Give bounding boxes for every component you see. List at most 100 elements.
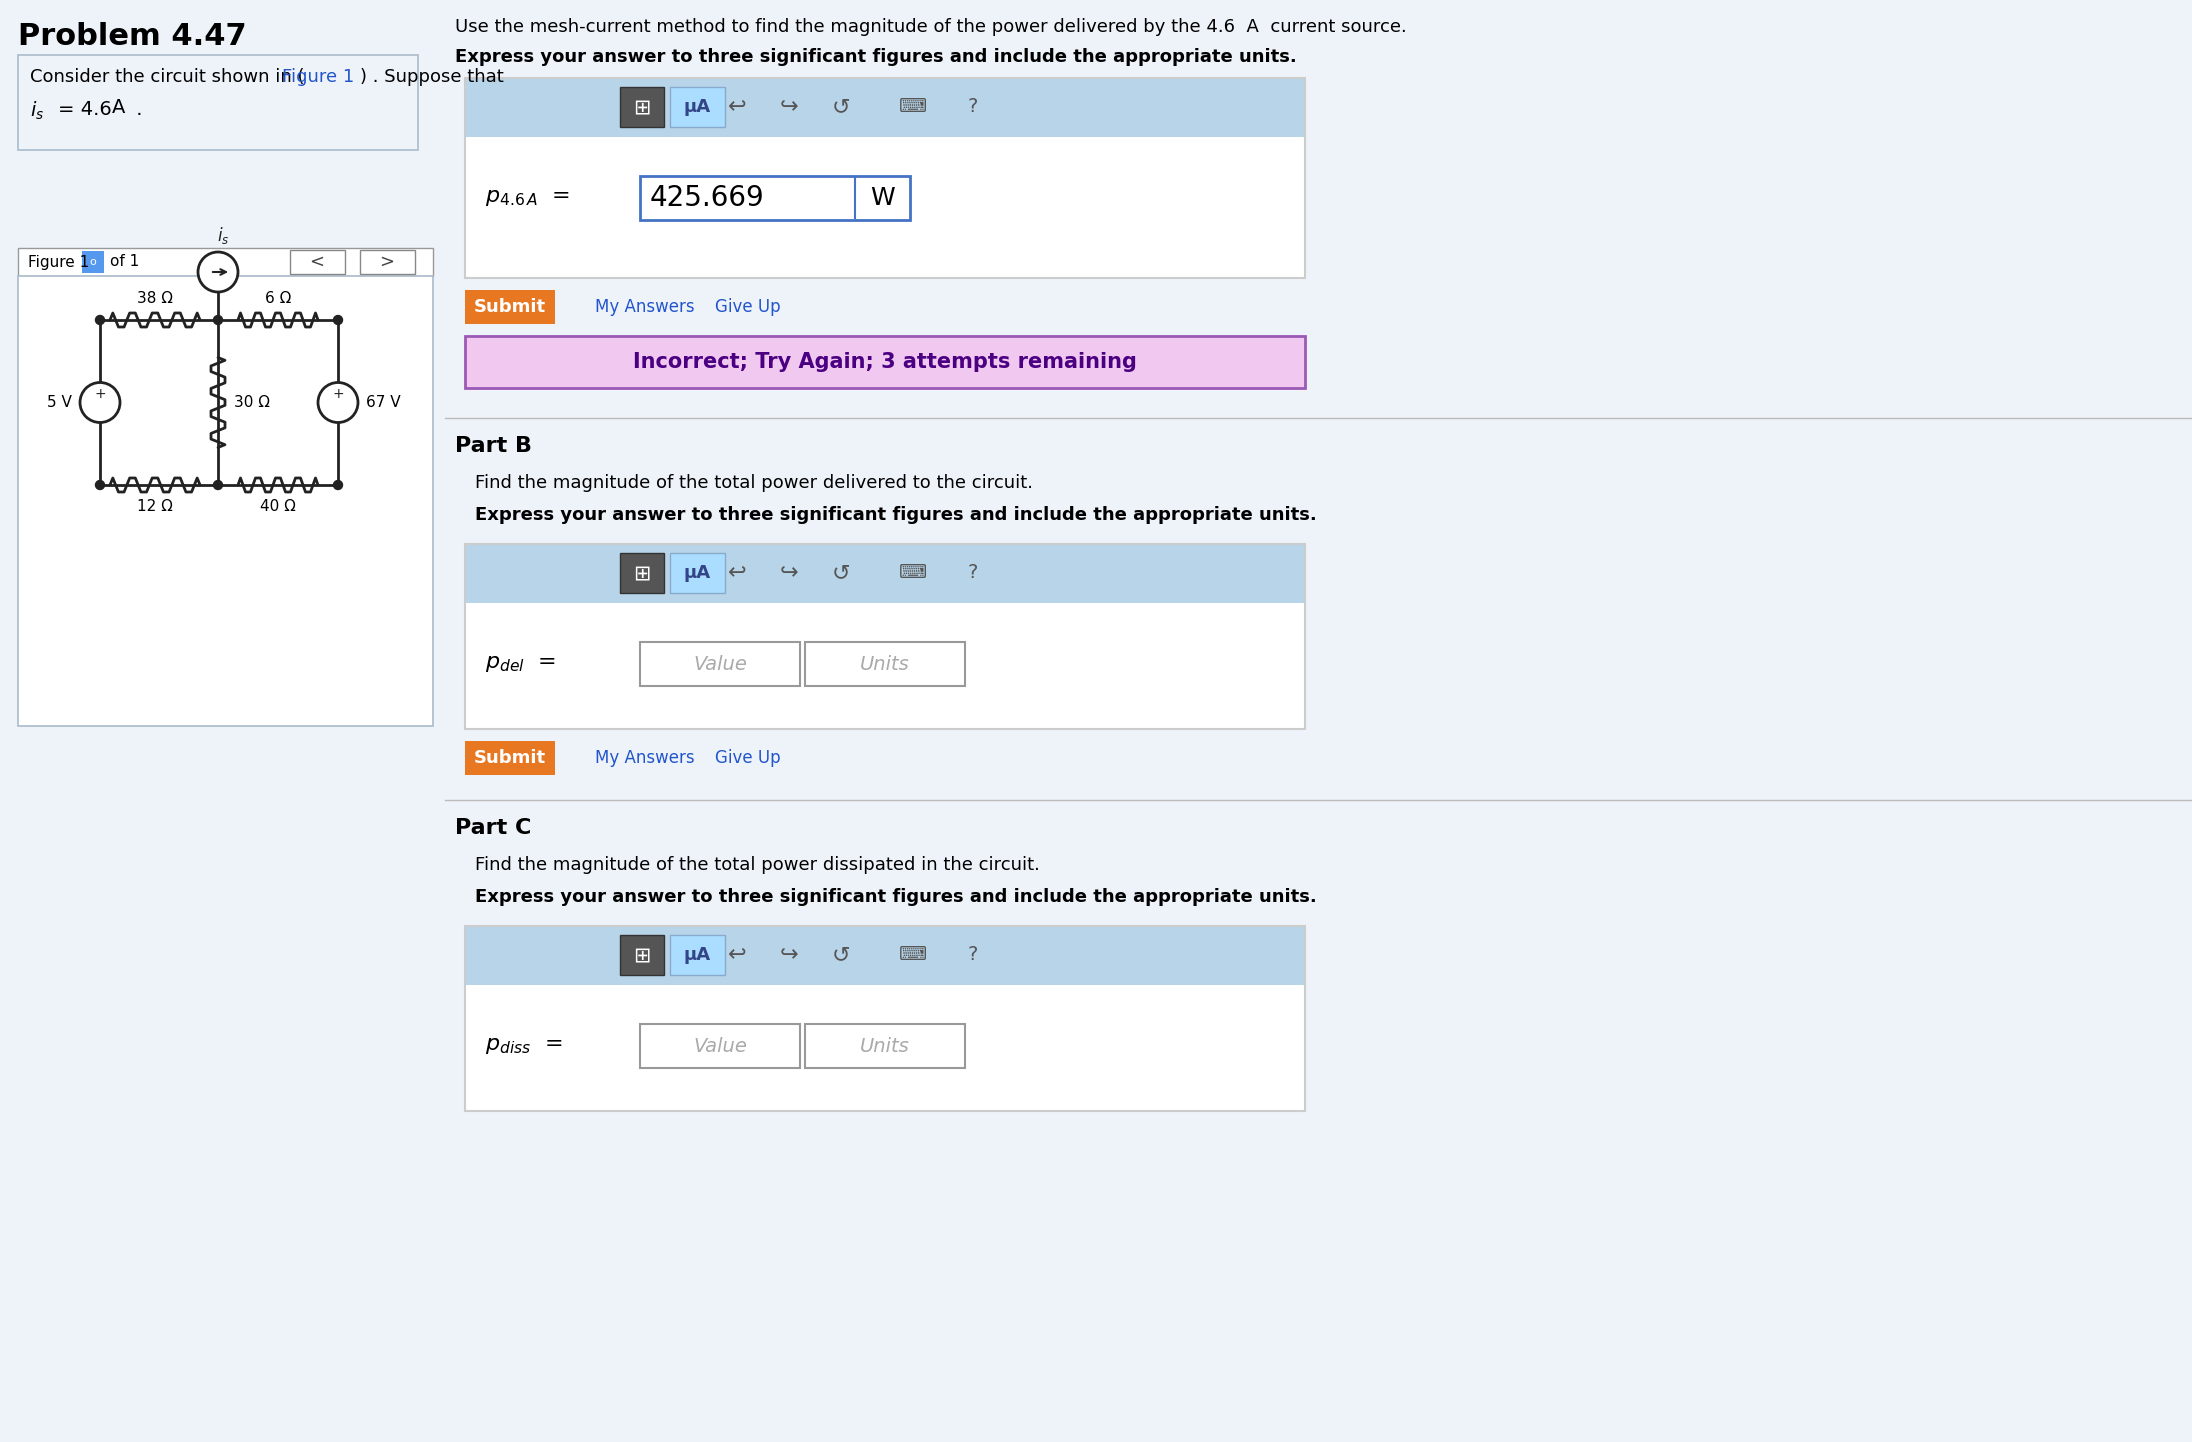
- Text: ↪: ↪: [780, 562, 798, 583]
- Text: Problem 4.47: Problem 4.47: [18, 22, 248, 50]
- FancyBboxPatch shape: [671, 552, 726, 593]
- Text: >: >: [379, 252, 395, 271]
- Circle shape: [213, 480, 224, 489]
- Text: 67 V: 67 V: [366, 395, 401, 410]
- Text: Submit: Submit: [473, 298, 546, 316]
- Text: Express your answer to three significant figures and include the appropriate uni: Express your answer to three significant…: [476, 888, 1317, 906]
- FancyBboxPatch shape: [467, 545, 1304, 603]
- FancyBboxPatch shape: [465, 78, 1304, 278]
- Text: $i_s$: $i_s$: [217, 225, 230, 247]
- Text: ⌨: ⌨: [899, 98, 927, 117]
- Text: Find the magnitude of the total power delivered to the circuit.: Find the magnitude of the total power de…: [476, 474, 1032, 492]
- Text: Find the magnitude of the total power dissipated in the circuit.: Find the magnitude of the total power di…: [476, 857, 1039, 874]
- Text: μA: μA: [684, 946, 710, 965]
- FancyBboxPatch shape: [465, 290, 555, 324]
- FancyBboxPatch shape: [620, 87, 664, 127]
- Text: Consider the circuit shown in (: Consider the circuit shown in (: [31, 68, 305, 87]
- Text: ⊞: ⊞: [633, 97, 651, 117]
- Text: $p_{4.6\,A}$  =: $p_{4.6\,A}$ =: [484, 187, 570, 208]
- Text: +: +: [333, 388, 344, 401]
- FancyBboxPatch shape: [359, 249, 414, 274]
- Circle shape: [79, 382, 121, 423]
- Text: o: o: [90, 257, 96, 267]
- Text: ⊞: ⊞: [633, 945, 651, 965]
- FancyBboxPatch shape: [465, 544, 1304, 730]
- Text: $p_{del}$  =: $p_{del}$ =: [484, 655, 557, 673]
- Text: Figure 1: Figure 1: [283, 68, 355, 87]
- Text: ?: ?: [969, 946, 978, 965]
- FancyBboxPatch shape: [18, 275, 434, 725]
- FancyBboxPatch shape: [671, 87, 726, 127]
- Text: 30 Ω: 30 Ω: [235, 395, 270, 410]
- FancyBboxPatch shape: [467, 927, 1304, 985]
- Text: 5 V: 5 V: [46, 395, 72, 410]
- FancyBboxPatch shape: [804, 642, 964, 686]
- Circle shape: [333, 480, 342, 489]
- Circle shape: [96, 316, 105, 324]
- Circle shape: [197, 252, 239, 291]
- FancyBboxPatch shape: [640, 642, 800, 686]
- Text: Units: Units: [859, 1037, 910, 1056]
- FancyBboxPatch shape: [465, 926, 1304, 1110]
- Text: ↺: ↺: [831, 945, 850, 965]
- FancyBboxPatch shape: [289, 249, 344, 274]
- Text: Use the mesh-current method to find the magnitude of the power delivered by the : Use the mesh-current method to find the …: [456, 17, 1407, 36]
- FancyBboxPatch shape: [620, 552, 664, 593]
- Circle shape: [96, 480, 105, 489]
- FancyBboxPatch shape: [467, 79, 1304, 137]
- Text: of 1: of 1: [110, 254, 140, 270]
- Text: ↪: ↪: [780, 97, 798, 117]
- Text: ↪: ↪: [780, 945, 798, 965]
- Text: 425.669: 425.669: [651, 185, 765, 212]
- Text: 6 Ω: 6 Ω: [265, 291, 292, 306]
- FancyBboxPatch shape: [81, 251, 103, 273]
- Text: +: +: [94, 388, 105, 401]
- FancyBboxPatch shape: [671, 934, 726, 975]
- Text: Value: Value: [693, 655, 747, 673]
- Circle shape: [333, 316, 342, 324]
- Circle shape: [318, 382, 357, 423]
- FancyBboxPatch shape: [465, 336, 1304, 388]
- Text: Express your answer to three significant figures and include the appropriate uni: Express your answer to three significant…: [456, 48, 1298, 66]
- Text: = 4.6: = 4.6: [57, 99, 112, 120]
- Text: Give Up: Give Up: [715, 298, 780, 316]
- Text: $\it{i}_s$: $\it{i}_s$: [31, 99, 44, 123]
- Text: ?: ?: [969, 98, 978, 117]
- Text: 38 Ω: 38 Ω: [136, 291, 173, 306]
- FancyBboxPatch shape: [640, 176, 910, 221]
- Text: W: W: [870, 186, 894, 211]
- Text: μA: μA: [684, 98, 710, 115]
- Text: ↩: ↩: [728, 562, 745, 583]
- FancyBboxPatch shape: [465, 741, 555, 774]
- Text: My Answers: My Answers: [594, 748, 695, 767]
- FancyBboxPatch shape: [620, 934, 664, 975]
- Text: ?: ?: [969, 564, 978, 583]
- Text: ↺: ↺: [831, 562, 850, 583]
- Text: ⊞: ⊞: [633, 562, 651, 583]
- Text: μA: μA: [684, 564, 710, 583]
- FancyBboxPatch shape: [18, 55, 419, 150]
- FancyBboxPatch shape: [18, 248, 434, 275]
- Text: Give Up: Give Up: [715, 748, 780, 767]
- Text: ↩: ↩: [728, 945, 745, 965]
- Text: Part B: Part B: [456, 435, 533, 456]
- Text: ⌨: ⌨: [899, 946, 927, 965]
- Text: <: <: [309, 252, 324, 271]
- Text: Part C: Part C: [456, 818, 530, 838]
- Text: 40 Ω: 40 Ω: [261, 499, 296, 513]
- Text: Units: Units: [859, 655, 910, 673]
- Text: Incorrect; Try Again; 3 attempts remaining: Incorrect; Try Again; 3 attempts remaini…: [633, 352, 1138, 372]
- Text: Express your answer to three significant figures and include the appropriate uni: Express your answer to three significant…: [476, 506, 1317, 523]
- Text: ⌨: ⌨: [899, 564, 927, 583]
- Text: Value: Value: [693, 1037, 747, 1056]
- Text: A: A: [112, 98, 125, 117]
- Text: 12 Ω: 12 Ω: [138, 499, 173, 513]
- FancyBboxPatch shape: [640, 1024, 800, 1069]
- Text: .: .: [129, 99, 142, 120]
- Text: ↩: ↩: [728, 97, 745, 117]
- Text: Submit: Submit: [473, 748, 546, 767]
- Text: ↺: ↺: [831, 97, 850, 117]
- Circle shape: [213, 316, 224, 324]
- Text: My Answers: My Answers: [594, 298, 695, 316]
- Text: ) . Suppose that: ) . Suppose that: [359, 68, 504, 87]
